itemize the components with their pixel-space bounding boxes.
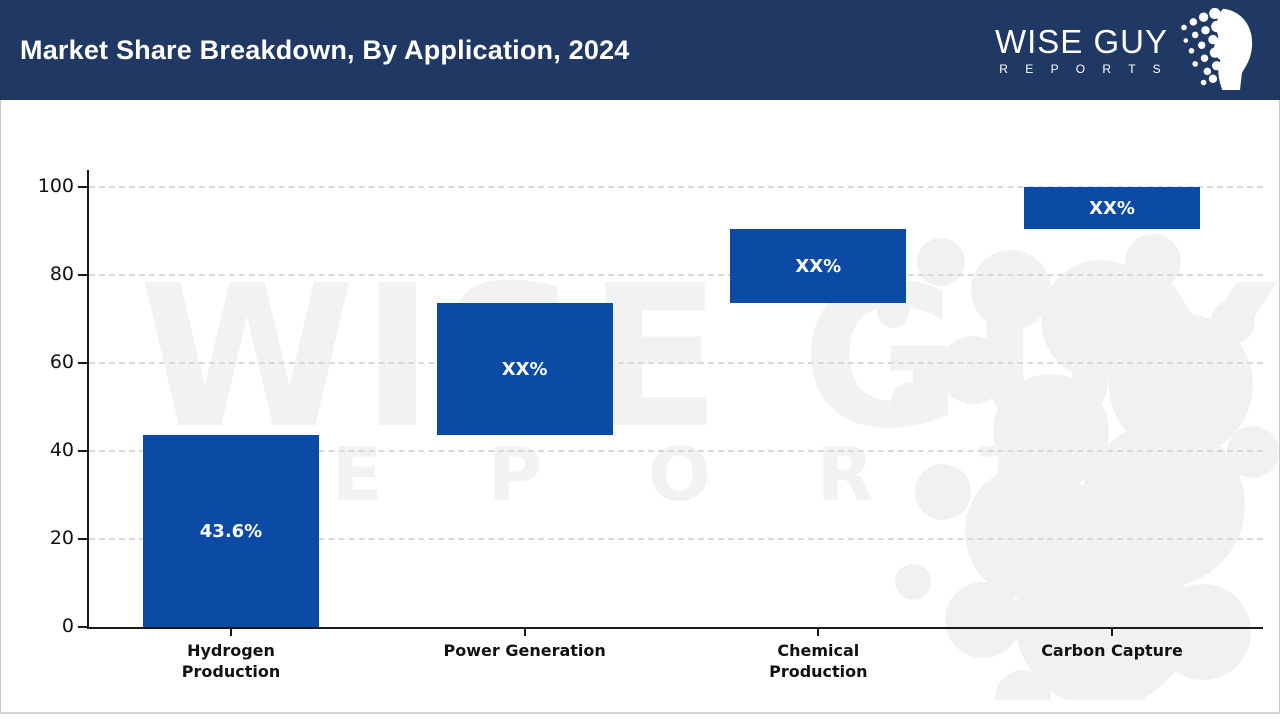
page-title: Market Share Breakdown, By Application, … bbox=[20, 34, 630, 65]
x-axis-category-label: Carbon Capture bbox=[1041, 641, 1183, 660]
x-axis-category-label: Hydrogen Production bbox=[181, 641, 281, 681]
bar-segment: XX% bbox=[436, 303, 613, 436]
x-tick-mark bbox=[817, 629, 820, 636]
wise-guy-logo-text: WISE GUY R E P O R T S bbox=[995, 25, 1168, 76]
y-axis-tick-label: 80 bbox=[49, 263, 74, 285]
chart-area: WISE GUY R E P O R T S 0 20 40 60 80 100 43.6%… bbox=[0, 100, 1280, 714]
bar-segment: XX% bbox=[730, 229, 907, 304]
bar-value-label: XX% bbox=[1089, 197, 1135, 219]
x-axis-line bbox=[87, 627, 1263, 629]
y-axis-line bbox=[87, 170, 89, 629]
y-tick-mark bbox=[78, 450, 87, 452]
wise-guy-head-icon bbox=[1170, 4, 1254, 96]
x-axis-category-label: Power Generation bbox=[443, 641, 606, 660]
y-tick-mark bbox=[78, 186, 87, 188]
gridline bbox=[89, 274, 1263, 276]
gridline bbox=[89, 362, 1263, 364]
bar-segment: XX% bbox=[1024, 187, 1200, 230]
y-axis-tick-label: 60 bbox=[49, 351, 74, 373]
gridline bbox=[89, 186, 1263, 188]
y-tick-mark bbox=[78, 274, 87, 276]
y-axis-tick-label: 20 bbox=[49, 527, 74, 549]
logo-name-label: WISE GUY bbox=[994, 22, 1168, 60]
y-axis-tick-label: 40 bbox=[49, 439, 74, 461]
gridline bbox=[89, 450, 1263, 452]
gridline bbox=[89, 538, 1263, 540]
x-axis-category-label: Chemical Production bbox=[769, 641, 868, 681]
x-tick-mark bbox=[1111, 629, 1113, 636]
logo-sub-label: R E P O R T S bbox=[999, 61, 1168, 76]
y-tick-mark bbox=[78, 626, 87, 628]
bar-value-label: XX% bbox=[501, 358, 548, 380]
y-tick-mark bbox=[78, 362, 87, 364]
x-tick-mark bbox=[523, 629, 526, 636]
bar-value-label: XX% bbox=[795, 255, 842, 277]
header-bar: Market Share Breakdown, By Application, … bbox=[0, 0, 1280, 100]
wise-guy-logo: WISE GUY R E P O R T S bbox=[995, 4, 1254, 96]
y-axis-tick-label: 0 bbox=[61, 615, 74, 637]
x-tick-mark bbox=[230, 629, 232, 636]
y-axis-tick-label: 100 bbox=[37, 175, 74, 197]
y-tick-mark bbox=[78, 538, 87, 540]
bar-value-label: 43.6% bbox=[199, 520, 263, 542]
bar-segment: 43.6% bbox=[143, 435, 319, 627]
